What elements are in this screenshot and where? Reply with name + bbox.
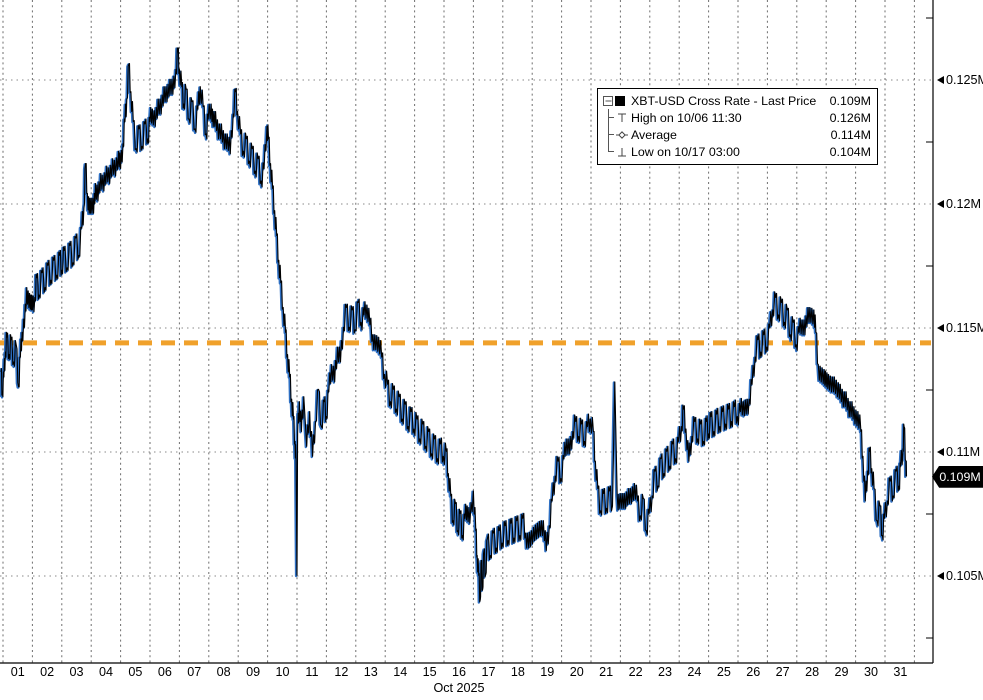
legend-expand-icon[interactable] bbox=[602, 92, 615, 109]
legend-series-label: XBT-USD Cross Rate - Last Price bbox=[631, 93, 817, 108]
y-axis-tick-label: 0.12M bbox=[933, 196, 981, 212]
legend-low-value: 0.104M bbox=[829, 144, 871, 159]
legend-high-label: High on 10/06 11:30 bbox=[631, 110, 742, 125]
last-price-tag: 0.109M bbox=[932, 465, 983, 488]
x-axis-day-label: 19 bbox=[540, 665, 555, 679]
chart-legend: XBT-USD Cross Rate - Last Price 0.109M H… bbox=[597, 88, 878, 165]
x-axis-day-label: 25 bbox=[716, 665, 731, 679]
x-axis-day-label: 21 bbox=[599, 665, 614, 679]
legend-row-last-price[interactable]: XBT-USD Cross Rate - Last Price 0.109M bbox=[602, 92, 871, 109]
x-axis-day-label: 26 bbox=[746, 665, 761, 679]
x-axis-day-label: 16 bbox=[452, 665, 467, 679]
x-axis: 01 02 03 04 05 06 07 08 09 10 11 12 13 14 15 16 17 18 19 20… bbox=[3, 665, 915, 679]
x-axis-day-label: 05 bbox=[128, 665, 143, 679]
x-axis-day-label: 01 bbox=[10, 665, 25, 679]
x-axis-day-label: 24 bbox=[687, 665, 702, 679]
legend-row-average[interactable]: Average 0.114M bbox=[602, 126, 871, 143]
y-axis-tick-label: 0.125M bbox=[933, 72, 983, 88]
x-axis-day-label: 04 bbox=[98, 665, 113, 679]
x-axis-day-label: 14 bbox=[393, 665, 408, 679]
y-axis-tick-label: 0.105M bbox=[933, 568, 983, 584]
x-axis-day-label: 10 bbox=[275, 665, 290, 679]
legend-last-price-value: 0.109M bbox=[829, 93, 871, 108]
legend-row-high[interactable]: High on 10/06 11:30 0.126M bbox=[602, 109, 871, 126]
legend-tree-branch bbox=[602, 109, 615, 126]
x-axis-day-label: 23 bbox=[657, 665, 672, 679]
low-marker-icon bbox=[615, 145, 631, 158]
legend-row-low[interactable]: Low on 10/17 03:00 0.104M bbox=[602, 143, 871, 160]
x-axis-day-label: 31 bbox=[893, 665, 908, 679]
legend-low-label: Low on 10/17 03:00 bbox=[631, 144, 740, 159]
x-axis-day-label: 29 bbox=[834, 665, 849, 679]
legend-average-label: Average bbox=[631, 127, 677, 142]
x-axis-day-label: 03 bbox=[69, 665, 84, 679]
average-marker-icon bbox=[615, 128, 631, 141]
legend-high-value: 0.126M bbox=[829, 110, 871, 125]
x-axis-month-label: Oct 2025 bbox=[433, 681, 485, 695]
x-axis-day-label: 06 bbox=[157, 665, 172, 679]
price-line bbox=[0, 47, 908, 603]
x-axis-day-label: 20 bbox=[569, 665, 584, 679]
x-axis-day-label: 17 bbox=[481, 665, 496, 679]
x-axis-day-label: 13 bbox=[363, 665, 378, 679]
legend-tree-branch bbox=[602, 126, 615, 143]
x-axis-day-label: 12 bbox=[334, 665, 349, 679]
x-axis-day-label: 22 bbox=[628, 665, 643, 679]
y-axis-tick-label: 0.11M bbox=[933, 444, 980, 460]
x-axis-day-label: 15 bbox=[422, 665, 437, 679]
high-marker-icon bbox=[615, 111, 631, 124]
x-axis-day-label: 02 bbox=[40, 665, 55, 679]
series-swatch bbox=[615, 95, 631, 106]
legend-tree-branch-end bbox=[602, 143, 615, 160]
x-axis-day-label: 30 bbox=[863, 665, 878, 679]
y-axis-tick-label: 0.115M bbox=[933, 320, 983, 336]
x-axis-day-label: 09 bbox=[246, 665, 261, 679]
x-axis-day-label: 27 bbox=[775, 665, 790, 679]
x-axis-day-label: 08 bbox=[216, 665, 231, 679]
x-axis-day-label: 07 bbox=[187, 665, 202, 679]
legend-average-value: 0.114M bbox=[830, 127, 871, 142]
x-axis-day-label: 28 bbox=[805, 665, 820, 679]
x-axis-day-label: 11 bbox=[305, 665, 319, 679]
x-axis-day-label: 18 bbox=[510, 665, 525, 679]
